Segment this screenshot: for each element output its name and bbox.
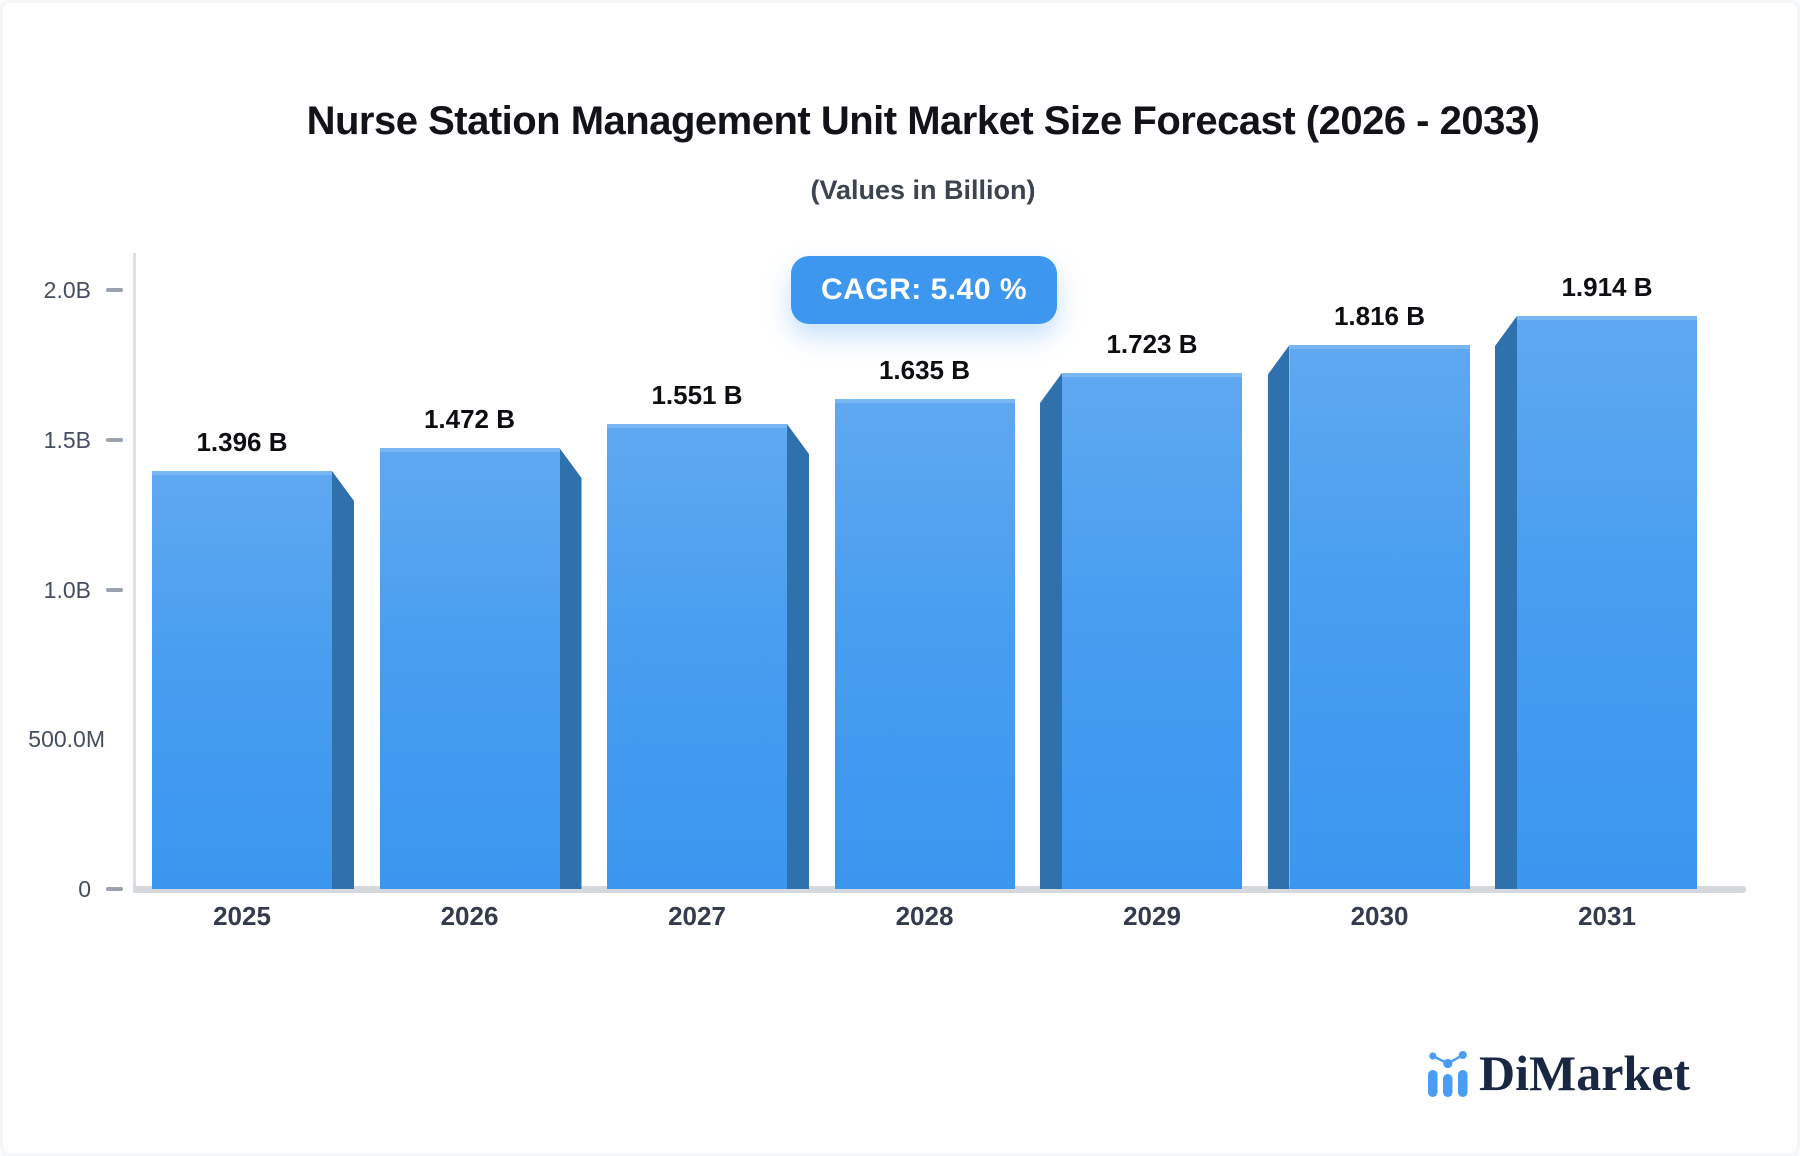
bar-face — [1289, 345, 1470, 889]
bar-bevel-right — [332, 471, 354, 889]
y-axis-line — [133, 253, 136, 893]
bar-value-label: 1.816 B — [1333, 301, 1426, 331]
chart-title: Nurse Station Management Unit Market Siz… — [306, 99, 1540, 143]
bar-bevel-right — [559, 448, 582, 889]
bar-face — [379, 448, 560, 889]
bar-bevel-left — [1495, 316, 1517, 889]
y-tick-label: 1.5B — [43, 427, 91, 453]
y-tick-dash — [106, 288, 123, 292]
y-tick-label: 1.0B — [43, 577, 91, 603]
bar-2031 — [1495, 316, 1697, 889]
bar-face — [1517, 316, 1697, 889]
mini-bar-line-chart-icon — [1428, 1051, 1468, 1097]
bar-2028 — [834, 399, 1015, 889]
x-axis-baseline — [133, 886, 1746, 893]
bar-face — [152, 471, 332, 889]
bar-2025 — [152, 471, 354, 889]
bar-value-label: 1.914 B — [1561, 272, 1653, 302]
dimarket-logo-text: DiMarket — [1479, 1045, 1691, 1101]
bar-bevel-left — [1267, 345, 1290, 889]
cagr-badge-label: CAGR: 5.40 % — [820, 273, 1028, 306]
y-tick-dash — [106, 438, 123, 442]
x-axis-label-2027: 2027 — [668, 901, 726, 931]
bar-value-label: 1.551 B — [651, 380, 743, 410]
dimarket-logo: DiMarket — [1426, 1041, 1690, 1099]
bar-face — [1062, 373, 1242, 889]
y-tick-label: 2.0B — [43, 277, 91, 303]
y-tick-dash — [106, 588, 123, 592]
x-axis-label-2029: 2029 — [1123, 901, 1181, 931]
x-axis-label-2028: 2028 — [895, 901, 954, 931]
x-axis-label-2025: 2025 — [213, 901, 271, 931]
cagr-badge: CAGR: 5.40 % — [791, 256, 1057, 324]
bar-2029 — [1040, 373, 1242, 889]
bar-value-label: 1.472 B — [423, 404, 516, 434]
chart-subtitle: (Values in Billion) — [810, 175, 1036, 205]
bar-value-label: 1.396 B — [196, 427, 288, 457]
bar-bevel-left — [1040, 373, 1062, 889]
y-tick-dash — [106, 887, 123, 891]
bar-value-label: 1.635 B — [878, 355, 971, 385]
bar-bevel-right — [787, 424, 809, 889]
y-tick-label: 500.0M — [28, 726, 105, 752]
bar-2026 — [379, 448, 582, 889]
bar-2030 — [1267, 345, 1470, 889]
x-axis-label-2030: 2030 — [1350, 901, 1409, 931]
bar-face — [607, 424, 787, 889]
bar-value-label: 1.723 B — [1106, 329, 1198, 359]
x-axis-label-2026: 2026 — [440, 901, 499, 931]
y-tick-label: 0 — [78, 876, 91, 902]
bar-2027 — [607, 424, 809, 889]
bar-face — [834, 399, 1015, 889]
x-axis-label-2031: 2031 — [1578, 901, 1636, 931]
